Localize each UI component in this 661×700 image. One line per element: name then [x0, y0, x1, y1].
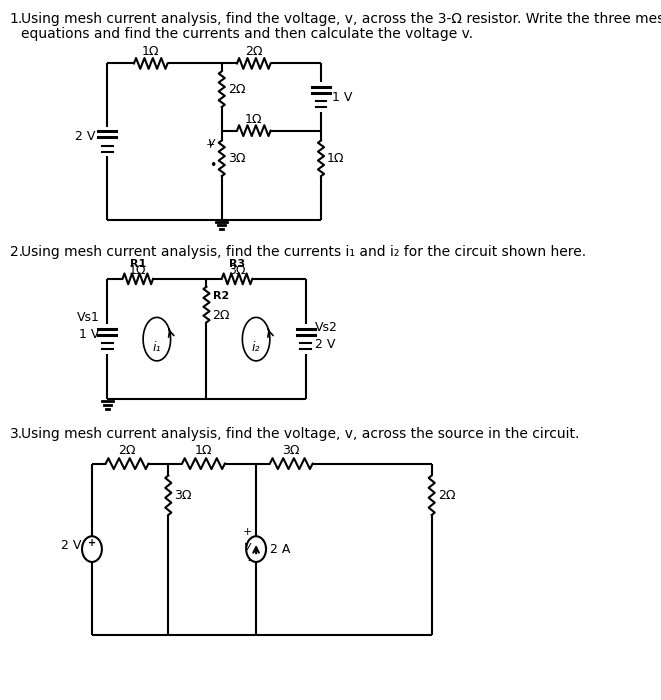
Text: 3Ω: 3Ω — [282, 444, 300, 456]
Text: 2.: 2. — [9, 245, 22, 259]
Text: 2 V: 2 V — [315, 337, 335, 351]
Text: 1Ω: 1Ω — [327, 152, 344, 164]
Text: 3.: 3. — [9, 427, 22, 441]
Text: 1Ω: 1Ω — [129, 264, 147, 277]
Text: Using mesh current analysis, find the voltage, v, across the 3-Ω resistor. Write: Using mesh current analysis, find the vo… — [21, 12, 661, 26]
Text: +: + — [89, 538, 97, 548]
Text: v: v — [207, 136, 214, 149]
Text: 3Ω: 3Ω — [175, 489, 192, 502]
Text: R1: R1 — [130, 259, 146, 269]
Text: v: v — [243, 540, 251, 552]
Text: +: + — [206, 141, 215, 150]
Text: 2Ω: 2Ω — [245, 45, 262, 57]
Text: 2Ω: 2Ω — [228, 83, 245, 96]
Text: 1Ω: 1Ω — [142, 45, 159, 57]
Text: -: - — [248, 554, 253, 568]
Text: 1.: 1. — [9, 12, 22, 26]
Text: 1Ω: 1Ω — [245, 113, 262, 126]
Text: 2Ω: 2Ω — [213, 309, 230, 322]
Text: i₂: i₂ — [252, 340, 260, 354]
Text: i₁: i₁ — [153, 340, 161, 354]
Text: 1Ω: 1Ω — [195, 444, 212, 456]
Text: 1 V: 1 V — [332, 90, 352, 104]
Text: 2 A: 2 A — [270, 542, 290, 556]
Text: Using mesh current analysis, find the voltage, v, across the source in the circu: Using mesh current analysis, find the vo… — [21, 427, 579, 441]
Text: R3: R3 — [229, 259, 245, 269]
Text: Vs1: Vs1 — [77, 311, 100, 324]
Text: 3Ω: 3Ω — [228, 152, 245, 164]
Text: Using mesh current analysis, find the currents i₁ and i₂ for the circuit shown h: Using mesh current analysis, find the cu… — [21, 245, 586, 259]
Text: equations and find the currents and then calculate the voltage v.: equations and find the currents and then… — [21, 27, 473, 41]
Text: Vs2: Vs2 — [315, 321, 338, 334]
Text: 1 V: 1 V — [79, 328, 100, 341]
Text: 2Ω: 2Ω — [118, 444, 136, 456]
Text: •: • — [209, 159, 216, 172]
Text: +: + — [243, 527, 253, 538]
Text: R2: R2 — [213, 290, 229, 301]
Text: 3Ω: 3Ω — [228, 264, 246, 277]
Text: 2 V: 2 V — [75, 130, 95, 143]
Text: 2Ω: 2Ω — [438, 489, 455, 502]
Text: 2 V: 2 V — [61, 538, 81, 552]
